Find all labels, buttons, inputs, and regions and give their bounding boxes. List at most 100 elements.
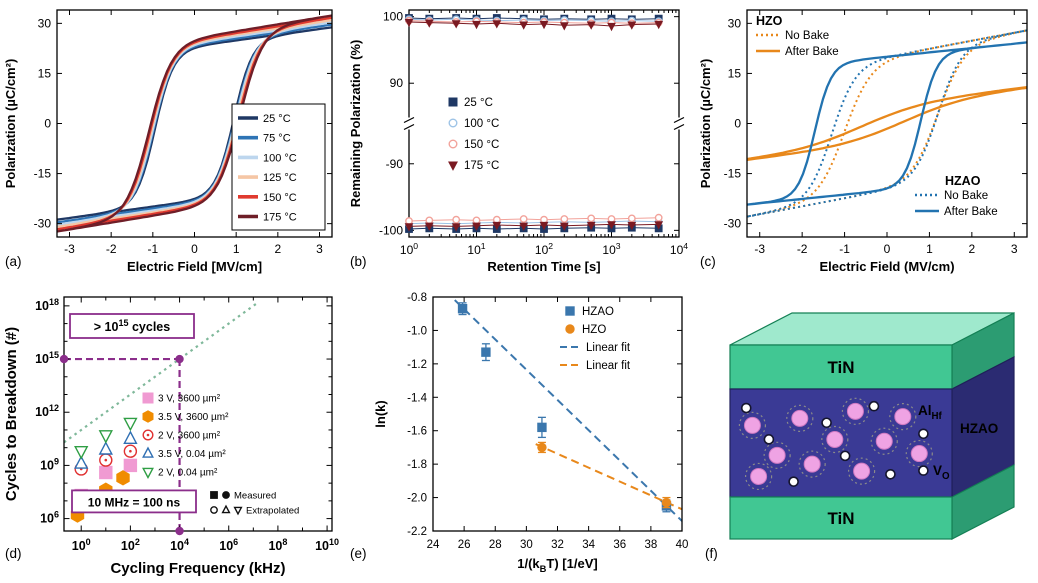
arrhenius-plot: 24 26 28 30 32 34 36 38 40 -0.8 -1.0 -1.2 -1.4 -1.6 -1…: [373, 292, 689, 574]
svg-text:3.5 V, 3600 µm²: 3.5 V, 3600 µm²: [158, 412, 229, 423]
svg-text:28: 28: [489, 539, 502, 551]
svg-text:Electric Field (MV/cm): Electric Field (MV/cm): [819, 259, 954, 274]
svg-text:26: 26: [458, 539, 471, 551]
breakdown-plot: 100 102 104 106 108 1010 106 109 1012 1015 1018 3 V…: [3, 296, 339, 577]
svg-text:3 V, 3600 µm²: 3 V, 3600 µm²: [158, 394, 221, 405]
svg-text:34: 34: [582, 539, 595, 551]
pe-hysteresis-temperature-plot: -3 -2 -1 0 1 2 3 -30 -15 0 15 30 Electric Field [MV/…: [3, 9, 333, 274]
svg-text:-3: -3: [64, 242, 75, 256]
panel-f-stack-schematic: TiN TiN HZAO AlHf VO (f): [700, 283, 1038, 583]
svg-text:104: 104: [170, 537, 189, 553]
svg-text:3.5 V, 0.04 µm²: 3.5 V, 0.04 µm²: [158, 449, 226, 460]
svg-text:TiN: TiN: [827, 358, 854, 377]
svg-text:Retention Time [s]: Retention Time [s]: [487, 259, 600, 274]
svg-text:-1.4: -1.4: [407, 392, 427, 404]
svg-text:-15: -15: [724, 167, 742, 181]
svg-text:1010: 1010: [315, 537, 339, 553]
svg-text:Extrapolated: Extrapolated: [246, 506, 299, 517]
svg-text:Polarization (µC/cm²): Polarization (µC/cm²): [698, 59, 713, 189]
svg-text:Polarization (µC/cm²): Polarization (µC/cm²): [3, 59, 18, 189]
svg-text:HZAO: HZAO: [582, 306, 614, 318]
svg-text:-3: -3: [754, 242, 765, 256]
svg-text:3: 3: [316, 242, 323, 256]
svg-text:0: 0: [734, 117, 741, 131]
svg-text:30: 30: [728, 16, 742, 30]
svg-text:-0.8: -0.8: [407, 292, 427, 304]
svg-text:1: 1: [926, 242, 933, 256]
pe-hysteresis-bake-plot: -3 -2 -1 0 1 2 3 -30 -15 0 15 30 Electric Field (MV/…: [698, 9, 1028, 274]
svg-text:109: 109: [40, 456, 59, 472]
svg-text:HZO: HZO: [582, 324, 606, 336]
svg-text:-1.0: -1.0: [407, 325, 427, 337]
svg-text:-2.2: -2.2: [407, 526, 427, 538]
panel-c-label: (c): [700, 254, 716, 269]
svg-text:0: 0: [884, 242, 891, 256]
svg-text:Electric Field [MV/cm]: Electric Field [MV/cm]: [127, 259, 262, 274]
svg-text:2: 2: [274, 242, 281, 256]
svg-text:24: 24: [427, 539, 440, 551]
svg-text:AlHf: AlHf: [918, 403, 943, 422]
svg-text:Cycles to Breakdown (#): Cycles to Breakdown (#): [3, 327, 20, 501]
svg-text:104: 104: [670, 241, 688, 257]
svg-text:102: 102: [121, 537, 140, 553]
svg-text:10 MHz = 100 ns: 10 MHz = 100 ns: [88, 495, 181, 509]
svg-text:2 V, 0.04 µm²: 2 V, 0.04 µm²: [158, 468, 218, 479]
panel-e-label: (e): [350, 546, 367, 561]
retention-plot: 100 101 102 103 104 100 90 -90 -100 25 °C 100 °C 15…: [348, 9, 688, 274]
svg-text:36: 36: [613, 539, 626, 551]
svg-text:-15: -15: [34, 167, 52, 181]
panel-b-label: (b): [350, 254, 367, 269]
svg-text:0: 0: [44, 117, 51, 131]
svg-text:75 °C: 75 °C: [263, 133, 291, 145]
svg-text:100 °C: 100 °C: [464, 118, 499, 130]
svg-text:106: 106: [40, 510, 59, 526]
panel-e-arrhenius: 24 26 28 30 32 34 36 38 40 -0.8 -1.0 -1.2 -1.4 -1.6 -1…: [345, 283, 700, 583]
panel-a-hysteresis-vs-temperature: -3 -2 -1 0 1 2 3 -30 -15 0 15 30 Electric Field [MV/…: [0, 0, 345, 283]
svg-text:90: 90: [390, 76, 404, 90]
panel-a-label: (a): [5, 254, 22, 269]
svg-text:HZAO: HZAO: [960, 421, 998, 436]
svg-text:No Bake: No Bake: [944, 190, 988, 202]
svg-text:Linear fit: Linear fit: [586, 342, 631, 354]
svg-text:15: 15: [728, 66, 742, 80]
svg-text:15: 15: [38, 66, 52, 80]
svg-text:2 V, 3600 µm²: 2 V, 3600 µm²: [158, 431, 221, 442]
svg-text:175 °C: 175 °C: [464, 160, 499, 172]
svg-text:-100: -100: [379, 223, 403, 237]
svg-text:Measured: Measured: [234, 491, 276, 502]
svg-text:1012: 1012: [35, 403, 59, 419]
svg-text:1/(kBT) [1/eV]: 1/(kBT) [1/eV]: [517, 556, 597, 574]
svg-text:-2: -2: [797, 242, 808, 256]
svg-text:TiN: TiN: [827, 509, 854, 528]
svg-text:1: 1: [233, 242, 240, 256]
svg-text:Cycling Frequency (kHz): Cycling Frequency (kHz): [110, 560, 285, 577]
svg-text:After Bake: After Bake: [785, 46, 839, 58]
svg-text:102: 102: [535, 241, 553, 257]
svg-text:150 °C: 150 °C: [464, 139, 499, 151]
svg-text:38: 38: [644, 539, 657, 551]
svg-text:25 °C: 25 °C: [263, 113, 291, 125]
svg-text:-1.2: -1.2: [407, 359, 427, 371]
svg-text:40: 40: [676, 539, 689, 551]
svg-text:ln(k): ln(k): [373, 400, 388, 427]
svg-text:0: 0: [191, 242, 198, 256]
svg-text:-1: -1: [147, 242, 158, 256]
svg-text:125 °C: 125 °C: [263, 172, 297, 184]
svg-text:After Bake: After Bake: [944, 206, 998, 218]
svg-text:-2.0: -2.0: [407, 493, 427, 505]
svg-text:2: 2: [969, 242, 976, 256]
svg-text:-2: -2: [106, 242, 117, 256]
svg-text:Remaining Polarization (%): Remaining Polarization (%): [348, 40, 363, 208]
svg-text:3: 3: [1011, 242, 1018, 256]
svg-text:HZAO: HZAO: [945, 174, 981, 188]
svg-text:103: 103: [602, 241, 620, 257]
svg-text:-30: -30: [724, 217, 742, 231]
svg-text:30: 30: [520, 539, 533, 551]
svg-text:32: 32: [551, 539, 564, 551]
panel-d-cycles-to-breakdown: 100 102 104 106 108 1010 106 109 1012 1015 1018 3 V…: [0, 283, 345, 583]
svg-text:100: 100: [72, 537, 91, 553]
svg-text:-1.6: -1.6: [407, 426, 427, 438]
panel-d-label: (d): [5, 546, 22, 561]
svg-text:100: 100: [400, 241, 418, 257]
